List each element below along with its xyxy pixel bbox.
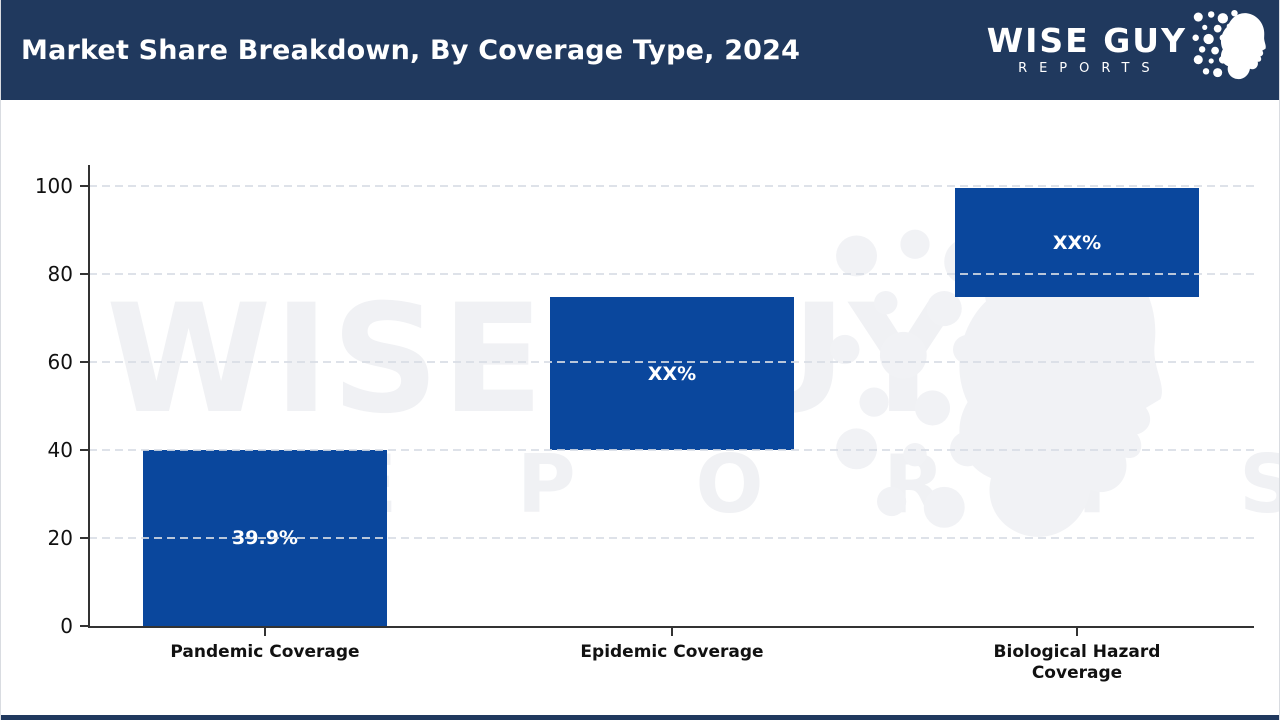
category-label-biological-hazard-coverage: Biological Hazard Coverage (993, 642, 1161, 683)
logo-subtitle: REPORTS (1018, 61, 1162, 76)
y-tick-label: 40 (47, 438, 73, 462)
x-axis-line (88, 626, 1254, 628)
y-tick-label: 20 (47, 526, 73, 550)
y-axis-line (88, 165, 90, 628)
y-tick-mark (80, 273, 88, 275)
y-tick-label: 80 (47, 262, 73, 286)
logo-wordmark: WISE GUY (986, 21, 1187, 60)
y-tick-mark (80, 449, 88, 451)
category-label-epidemic-coverage: Epidemic Coverage (580, 642, 764, 662)
x-tick-mark (671, 628, 673, 636)
chart-title: Market Share Breakdown, By Coverage Type… (21, 34, 801, 66)
gridline (89, 185, 1254, 187)
y-tick-label: 60 (47, 350, 73, 374)
header-band: Market Share Breakdown, By Coverage Type… (1, 0, 1279, 100)
x-tick-mark (264, 628, 266, 636)
plot-area: WISE GUY R E P O R T S 39.9% XX% XX% 0 20 40… (1, 100, 1279, 715)
y-tick-mark (80, 537, 88, 539)
gridline (89, 361, 1254, 363)
y-tick-label: 100 (34, 174, 73, 198)
logo-text: WISE GUY REPORTS (987, 24, 1187, 76)
y-tick-mark (80, 185, 88, 187)
footer-strip (1, 715, 1279, 720)
bar-value-label: XX% (1052, 231, 1102, 254)
y-tick-mark (80, 625, 88, 627)
bar-biological-hazard-coverage: XX% (955, 188, 1199, 297)
category-label-pandemic-coverage: Pandemic Coverage (170, 642, 360, 662)
gridline (89, 537, 1254, 539)
wiseguy-face-icon (1192, 9, 1266, 80)
bar-value-label: XX% (647, 362, 697, 385)
gridline (89, 273, 1254, 275)
y-tick-mark (80, 361, 88, 363)
gridline (89, 449, 1254, 451)
y-tick-label: 0 (60, 614, 73, 638)
bar-epidemic-coverage: XX% (550, 296, 794, 451)
wiseguy-logo: WISE GUY REPORTS (987, 8, 1267, 92)
x-tick-mark (1076, 628, 1078, 636)
watermark-wordmark: WISE GUY (106, 273, 960, 447)
